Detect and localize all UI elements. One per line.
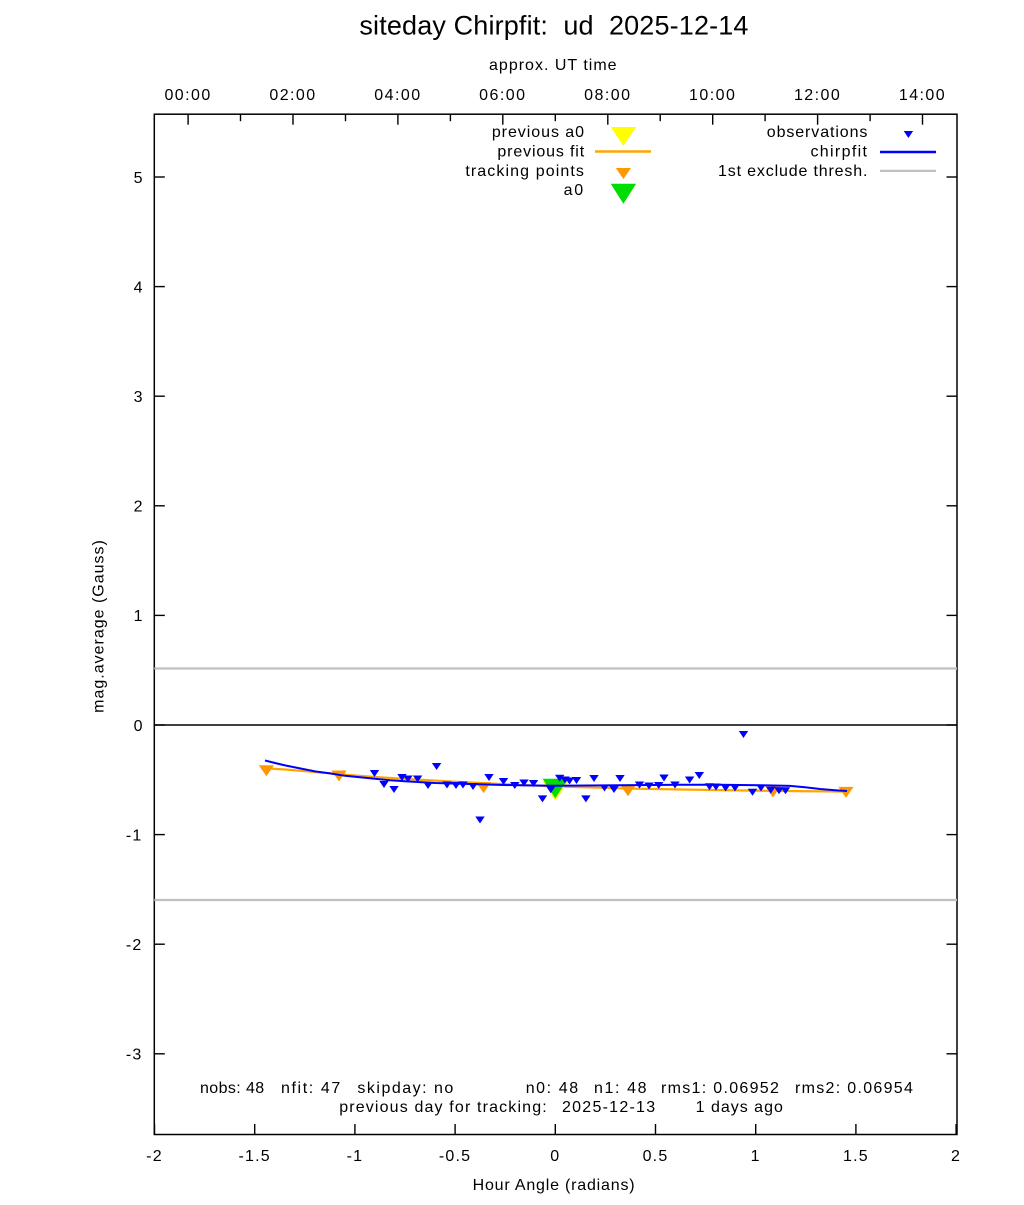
svg-text:1.5: 1.5 (843, 1148, 869, 1165)
svg-text:rms2: 0.06954: rms2: 0.06954 (795, 1080, 914, 1097)
svg-text:06:00: 06:00 (479, 87, 526, 104)
svg-text:0.5: 0.5 (643, 1148, 669, 1165)
svg-text:n0: 48: n0: 48 (526, 1080, 580, 1097)
svg-text:observations: observations (767, 124, 869, 141)
svg-text:04:00: 04:00 (374, 87, 421, 104)
svg-text:4: 4 (134, 279, 143, 296)
svg-text:2: 2 (951, 1148, 961, 1165)
svg-text:n1: 48: n1: 48 (594, 1080, 648, 1097)
svg-text:previous day for tracking:: previous day for tracking: (339, 1099, 548, 1116)
svg-text:5: 5 (134, 170, 143, 187)
svg-text:0: 0 (550, 1148, 560, 1165)
svg-text:chirpfit: chirpfit (810, 143, 868, 160)
svg-text:-1: -1 (347, 1148, 364, 1165)
svg-text:Hour Angle (radians): Hour Angle (radians) (473, 1177, 636, 1194)
svg-text:nfit: 47: nfit: 47 (281, 1080, 342, 1097)
svg-text:-1: -1 (126, 827, 143, 844)
svg-text:-2: -2 (126, 937, 143, 954)
svg-text:-2: -2 (146, 1148, 163, 1165)
svg-text:mag.average (Gauss): mag.average (Gauss) (91, 539, 108, 713)
svg-text:2: 2 (134, 499, 143, 516)
svg-text:siteday Chirpfit: ud 2025-12: siteday Chirpfit: ud 2025-12-14 (359, 11, 748, 41)
svg-text:tracking points: tracking points (465, 163, 585, 180)
svg-text:00:00: 00:00 (164, 87, 211, 104)
svg-text:approx. UT time: approx. UT time (489, 57, 618, 74)
svg-text:nobs: 48: nobs: 48 (200, 1080, 265, 1097)
svg-text:1: 1 (134, 608, 143, 625)
svg-text:3: 3 (134, 389, 143, 406)
svg-text:rms1: 0.06952: rms1: 0.06952 (661, 1080, 780, 1097)
svg-text:1st exclude thresh.: 1st exclude thresh. (718, 163, 868, 180)
svg-text:12:00: 12:00 (794, 87, 841, 104)
svg-text:-0.5: -0.5 (439, 1148, 471, 1165)
svg-text:1: 1 (751, 1148, 761, 1165)
svg-text:1 days ago: 1 days ago (696, 1099, 784, 1116)
svg-text:0: 0 (134, 718, 143, 735)
svg-text:02:00: 02:00 (269, 87, 316, 104)
svg-text:previous fit: previous fit (497, 143, 585, 160)
svg-text:2025-12-13: 2025-12-13 (562, 1099, 656, 1116)
svg-text:10:00: 10:00 (689, 87, 736, 104)
svg-text:08:00: 08:00 (584, 87, 631, 104)
svg-text:skipday: no: skipday: no (357, 1080, 454, 1097)
svg-text:14:00: 14:00 (899, 87, 946, 104)
svg-text:-3: -3 (126, 1047, 143, 1064)
svg-text:previous a0: previous a0 (492, 124, 585, 141)
svg-text:a0: a0 (564, 182, 585, 199)
svg-text:-1.5: -1.5 (239, 1148, 271, 1165)
